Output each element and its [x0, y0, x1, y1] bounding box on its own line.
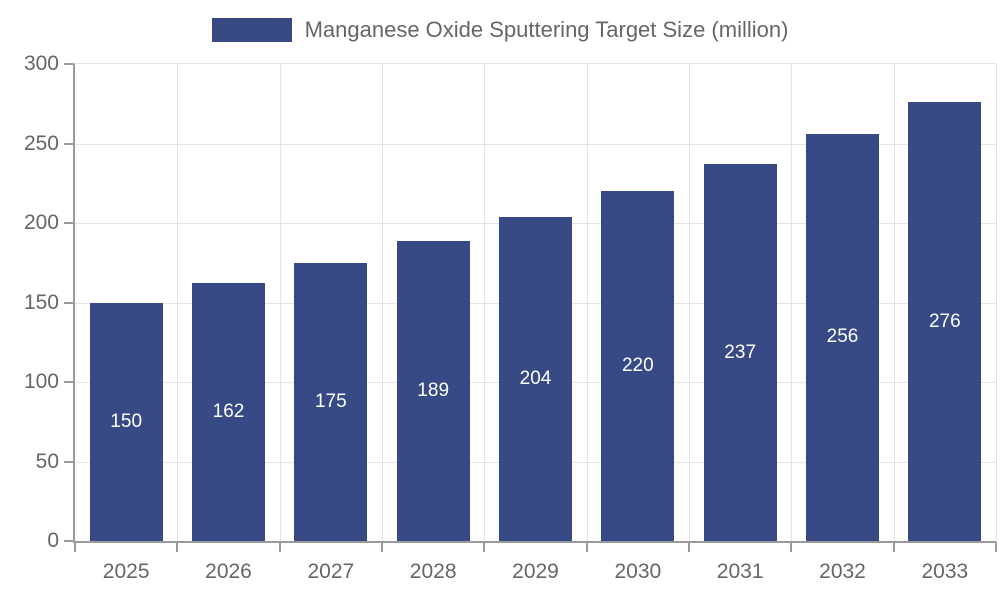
- legend-swatch-icon: [211, 18, 292, 42]
- y-axis-tick-label: 250: [23, 131, 59, 155]
- gridline-vertical: [177, 64, 179, 541]
- y-axis-tick: [64, 381, 73, 383]
- y-axis-tick: [64, 540, 73, 542]
- bar-value-label: 237: [724, 341, 757, 363]
- bar[interactable]: 150: [89, 302, 163, 541]
- x-axis-tick: [995, 543, 997, 552]
- x-axis-tick: [790, 543, 793, 552]
- y-axis-tick-label: 150: [23, 290, 59, 314]
- y-axis-tick: [64, 301, 73, 304]
- plot-area: 0 50 100 150 200 250 300 2025 2026 2027 2028 2029 20…: [24, 52, 997, 583]
- y-axis-tick: [64, 63, 73, 65]
- y-axis-tick: [64, 222, 73, 224]
- x-axis-tick-label: 2027: [307, 560, 355, 583]
- x-axis-tick-label: 2031: [716, 560, 764, 583]
- x-axis-tick: [483, 543, 486, 552]
- gridline-vertical: [382, 64, 383, 541]
- bar[interactable]: 220: [601, 191, 675, 541]
- x-axis-tick: [688, 543, 690, 552]
- bar-value-label: 256: [826, 326, 859, 348]
- gridline-vertical: [791, 64, 793, 541]
- x-axis-tick: [892, 543, 895, 552]
- x-axis-tick-label: 2026: [205, 560, 252, 583]
- x-axis-tick: [176, 543, 179, 552]
- x-axis-tick-label: 2028: [409, 560, 457, 583]
- x-axis-tick-label: 2030: [614, 560, 662, 583]
- bar-value-label: 220: [621, 355, 654, 377]
- x-axis-tick: [585, 543, 588, 552]
- bar-value-label: 175: [314, 390, 347, 412]
- x-axis-tick-label: 2025: [102, 560, 150, 583]
- legend-label: Manganese Oxide Sputtering Target Size (…: [304, 17, 789, 42]
- bar[interactable]: 237: [703, 164, 777, 541]
- x-axis-tick: [278, 543, 281, 552]
- bar[interactable]: 162: [192, 283, 265, 541]
- gridline-vertical: [586, 64, 588, 541]
- bar-value-label: 162: [212, 401, 245, 423]
- x-axis-tick: [74, 543, 76, 552]
- bar[interactable]: 175: [294, 262, 368, 541]
- legend[interactable]: Manganese Oxide Sputtering Target Size (…: [0, 18, 1000, 42]
- bar[interactable]: 189: [396, 240, 470, 541]
- bar[interactable]: 256: [806, 133, 879, 541]
- gridline-horizontal: [75, 143, 996, 145]
- y-axis-tick: [64, 142, 73, 145]
- bar[interactable]: 276: [908, 102, 982, 541]
- y-axis-tick-label: 50: [35, 449, 59, 473]
- gridline-vertical: [484, 64, 486, 541]
- gridline-vertical: [689, 64, 690, 541]
- y-axis-tick: [64, 460, 73, 463]
- bar-value-label: 276: [928, 310, 961, 332]
- y-axis-tick-label: 300: [23, 52, 59, 75]
- y-axis-tick-label: 200: [23, 211, 59, 234]
- bar[interactable]: 204: [499, 216, 572, 541]
- gridline-vertical: [893, 64, 895, 541]
- x-axis-tick-label: 2032: [819, 560, 866, 583]
- x-axis-tick: [381, 543, 383, 552]
- bar-value-label: 204: [519, 367, 552, 389]
- gridline-vertical: [279, 64, 281, 541]
- bar-value-label: 150: [110, 410, 143, 432]
- y-axis-tick-label: 100: [23, 370, 59, 393]
- y-axis-tick-label: 0: [47, 529, 59, 552]
- x-axis-tick-label: 2033: [921, 560, 969, 583]
- x-axis-tick-label: 2029: [512, 560, 559, 583]
- bar-value-label: 189: [417, 379, 450, 401]
